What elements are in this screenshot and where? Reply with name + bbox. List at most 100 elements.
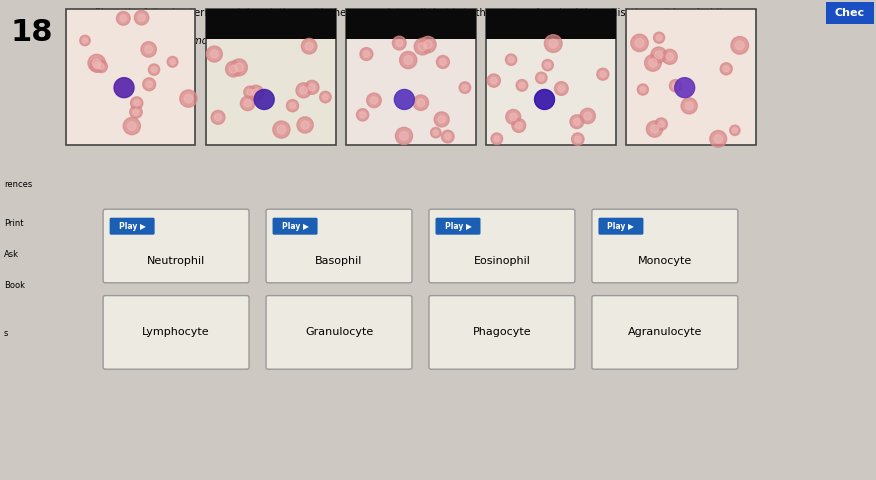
Circle shape — [646, 121, 662, 137]
FancyBboxPatch shape — [103, 209, 249, 283]
Bar — [346, 9, 476, 39]
Circle shape — [322, 94, 328, 100]
Circle shape — [545, 62, 550, 68]
Circle shape — [685, 102, 693, 110]
Text: Eosinophil: Eosinophil — [474, 256, 530, 266]
Circle shape — [297, 117, 314, 133]
Circle shape — [134, 11, 149, 25]
Circle shape — [491, 77, 497, 84]
Circle shape — [570, 115, 583, 129]
Bar — [826, 2, 874, 24]
Circle shape — [367, 93, 381, 108]
Circle shape — [413, 95, 428, 110]
Circle shape — [215, 114, 222, 121]
FancyBboxPatch shape — [110, 218, 155, 235]
Circle shape — [301, 121, 309, 129]
Circle shape — [124, 118, 140, 135]
Circle shape — [631, 34, 648, 51]
Text: s: s — [4, 329, 9, 338]
Circle shape — [640, 87, 646, 92]
Text: Play ▶: Play ▶ — [607, 222, 634, 231]
Circle shape — [141, 42, 157, 57]
FancyBboxPatch shape — [598, 218, 644, 235]
Circle shape — [462, 85, 468, 91]
Circle shape — [272, 121, 290, 138]
Circle shape — [662, 49, 677, 64]
Circle shape — [240, 96, 255, 110]
Circle shape — [252, 89, 260, 96]
Circle shape — [731, 36, 749, 54]
Circle shape — [308, 84, 315, 91]
Text: 18: 18 — [10, 18, 53, 47]
Circle shape — [494, 136, 499, 142]
Circle shape — [248, 85, 264, 100]
Circle shape — [534, 89, 555, 109]
Circle shape — [555, 82, 569, 96]
Bar — [626, 9, 756, 145]
Circle shape — [98, 63, 104, 70]
Circle shape — [143, 78, 156, 91]
Circle shape — [542, 60, 554, 71]
Circle shape — [211, 110, 225, 124]
Circle shape — [235, 63, 244, 72]
Circle shape — [286, 99, 299, 112]
Bar — [486, 9, 616, 39]
Circle shape — [230, 65, 237, 73]
FancyBboxPatch shape — [266, 296, 412, 369]
Circle shape — [396, 40, 403, 47]
Circle shape — [133, 109, 139, 115]
Circle shape — [301, 38, 317, 54]
Circle shape — [658, 121, 664, 127]
Circle shape — [656, 35, 662, 40]
Circle shape — [92, 59, 101, 67]
Circle shape — [651, 47, 667, 63]
Circle shape — [184, 94, 193, 103]
Circle shape — [145, 46, 152, 53]
Text: Play ▶: Play ▶ — [444, 222, 471, 231]
Circle shape — [305, 42, 313, 50]
Circle shape — [128, 122, 136, 131]
Circle shape — [539, 75, 544, 81]
Circle shape — [681, 98, 697, 114]
Text: Play ▶: Play ▶ — [281, 222, 308, 231]
Circle shape — [277, 125, 286, 134]
Circle shape — [399, 132, 408, 140]
Circle shape — [519, 83, 525, 88]
Circle shape — [575, 136, 581, 142]
Circle shape — [419, 42, 427, 51]
Circle shape — [180, 90, 197, 107]
Circle shape — [508, 57, 514, 62]
Text: Chec: Chec — [835, 8, 865, 18]
Circle shape — [438, 116, 445, 123]
Circle shape — [434, 112, 449, 127]
Circle shape — [117, 12, 131, 25]
FancyBboxPatch shape — [103, 296, 249, 369]
Circle shape — [357, 108, 369, 121]
Text: Agranulocyte: Agranulocyte — [628, 327, 702, 337]
Circle shape — [669, 80, 682, 92]
Circle shape — [491, 133, 503, 144]
Circle shape — [645, 55, 661, 71]
Circle shape — [649, 59, 657, 67]
Circle shape — [487, 74, 500, 87]
Circle shape — [305, 80, 319, 94]
Circle shape — [516, 80, 527, 91]
Circle shape — [440, 59, 446, 65]
Circle shape — [720, 63, 732, 75]
Circle shape — [436, 56, 449, 69]
Circle shape — [424, 40, 432, 48]
Circle shape — [420, 36, 436, 53]
Circle shape — [167, 57, 178, 67]
Circle shape — [574, 118, 580, 125]
FancyBboxPatch shape — [429, 209, 575, 283]
Text: rences: rences — [4, 180, 32, 189]
FancyBboxPatch shape — [592, 209, 738, 283]
Circle shape — [364, 51, 370, 57]
Circle shape — [82, 38, 88, 43]
Circle shape — [714, 135, 723, 143]
Text: Neutrophil: Neutrophil — [147, 256, 205, 266]
Circle shape — [732, 128, 738, 133]
Circle shape — [433, 130, 438, 135]
Circle shape — [210, 50, 218, 58]
Text: Book: Book — [4, 281, 25, 290]
